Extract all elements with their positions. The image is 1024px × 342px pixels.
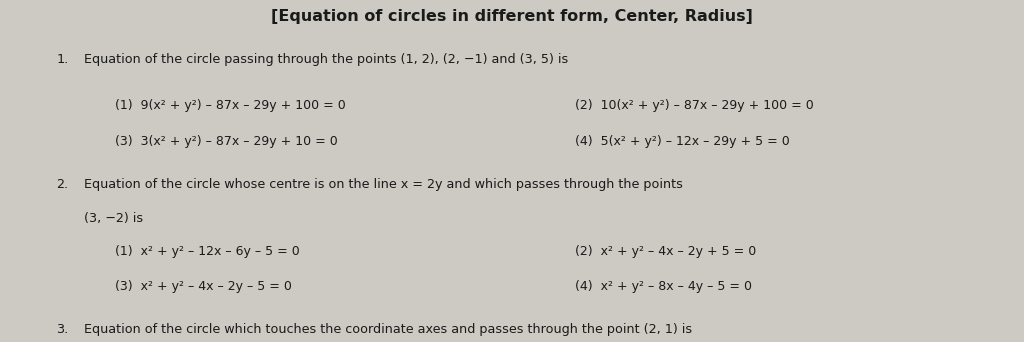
Text: (3, −2) is: (3, −2) is: [84, 212, 143, 225]
Text: (3)  3(x² + y²) – 87x – 29y + 10 = 0: (3) 3(x² + y²) – 87x – 29y + 10 = 0: [115, 135, 338, 148]
Text: 2.: 2.: [56, 178, 69, 191]
Text: Equation of the circle which touches the coordinate axes and passes through the : Equation of the circle which touches the…: [84, 323, 692, 336]
Text: Equation of the circle whose centre is on the line x = 2y and which passes throu: Equation of the circle whose centre is o…: [84, 178, 683, 191]
Text: (3)  x² + y² – 4x – 2y – 5 = 0: (3) x² + y² – 4x – 2y – 5 = 0: [115, 280, 292, 293]
Text: (4)  5(x² + y²) – 12x – 29y + 5 = 0: (4) 5(x² + y²) – 12x – 29y + 5 = 0: [575, 135, 791, 148]
Text: (1)  x² + y² – 12x – 6y – 5 = 0: (1) x² + y² – 12x – 6y – 5 = 0: [115, 245, 299, 258]
Text: Equation of the circle passing through the points (1, 2), (2, −1) and (3, 5) is: Equation of the circle passing through t…: [84, 53, 568, 66]
Text: [Equation of circles in different form, Center, Radius]: [Equation of circles in different form, …: [271, 9, 753, 24]
Text: (4)  x² + y² – 8x – 4y – 5 = 0: (4) x² + y² – 8x – 4y – 5 = 0: [575, 280, 753, 293]
Text: 1.: 1.: [56, 53, 69, 66]
Text: 3.: 3.: [56, 323, 69, 336]
Text: (2)  10(x² + y²) – 87x – 29y + 100 = 0: (2) 10(x² + y²) – 87x – 29y + 100 = 0: [575, 99, 814, 112]
Text: (2)  x² + y² – 4x – 2y + 5 = 0: (2) x² + y² – 4x – 2y + 5 = 0: [575, 245, 757, 258]
Text: (1)  9(x² + y²) – 87x – 29y + 100 = 0: (1) 9(x² + y²) – 87x – 29y + 100 = 0: [115, 99, 345, 112]
